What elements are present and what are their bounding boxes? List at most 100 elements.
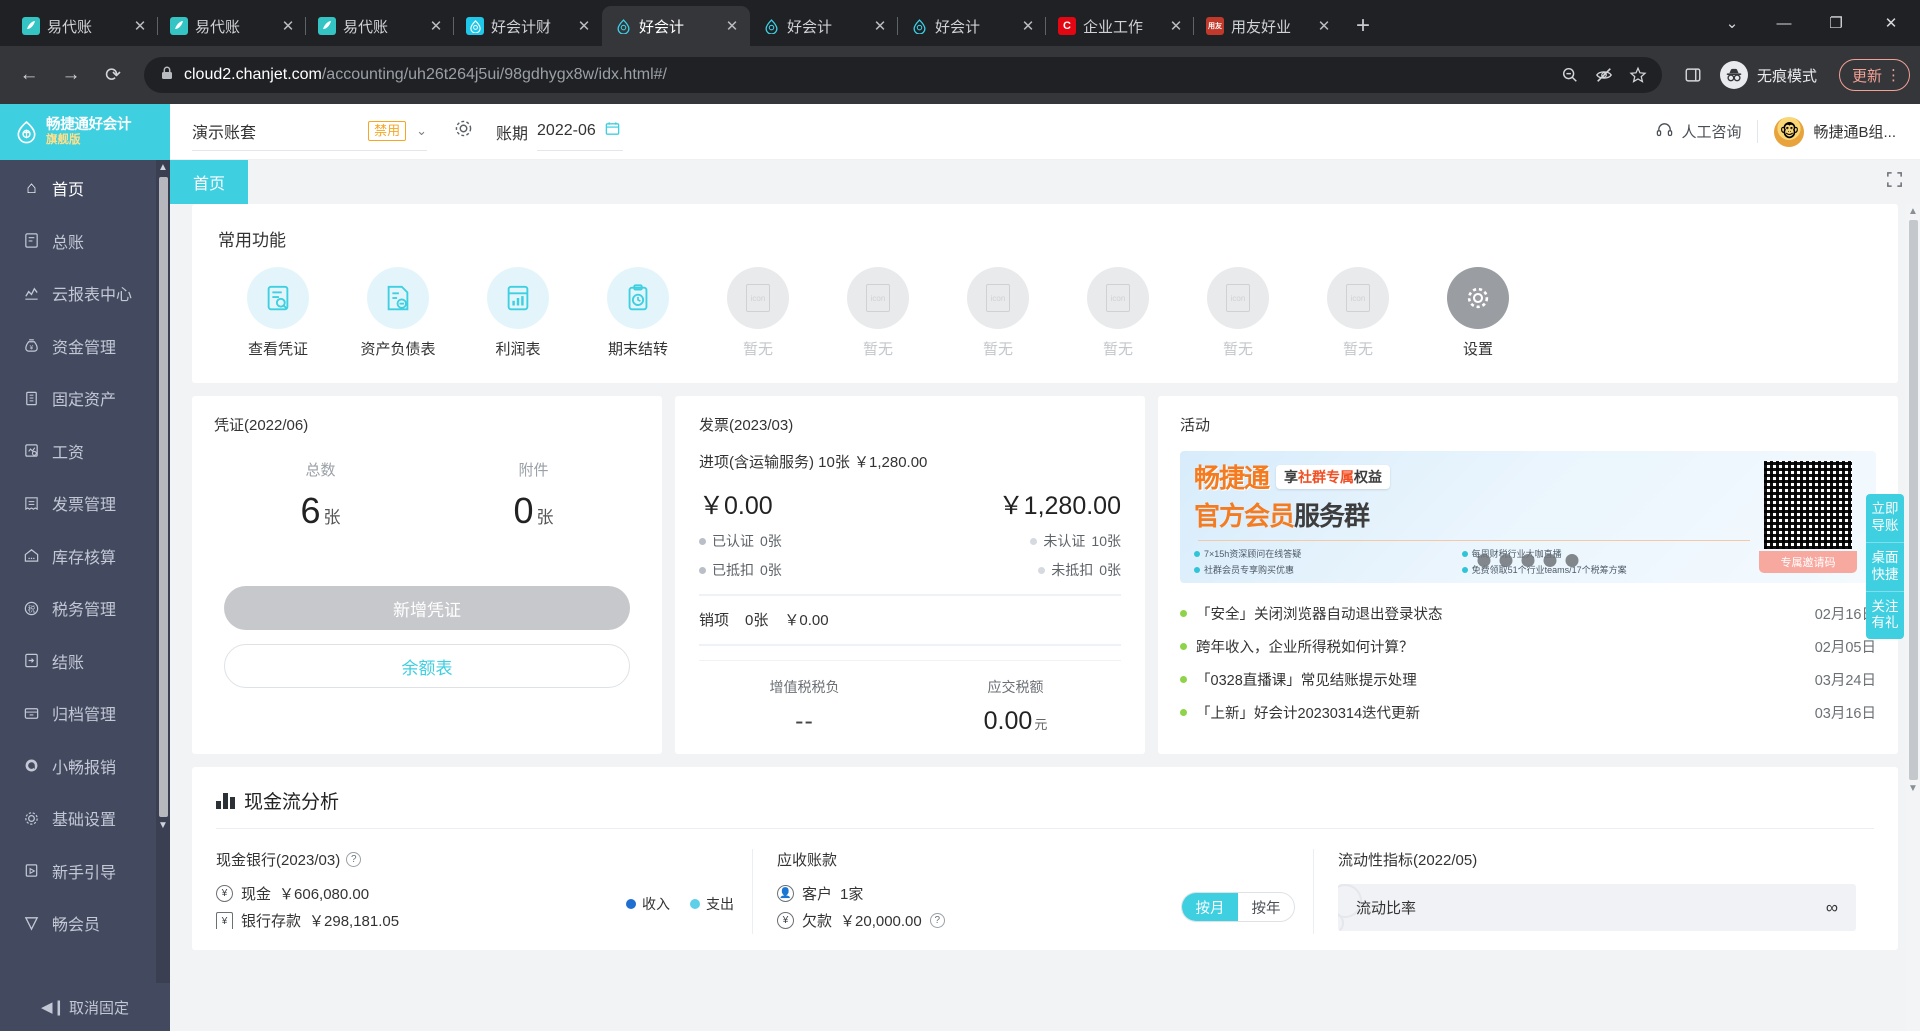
sidebar-item-vip[interactable]: 畅会员 — [0, 897, 170, 950]
calendar-icon[interactable] — [604, 120, 621, 142]
browser-tab[interactable]: 易代账 ✕ — [10, 6, 158, 46]
update-button[interactable]: 更新 ⋮ — [1838, 59, 1910, 91]
cf-item-view-voucher[interactable]: 查看凭证 — [218, 267, 338, 359]
scroll-up-icon[interactable]: ▲ — [1908, 206, 1918, 217]
cf-item-empty[interactable]: icon 暂无 — [698, 267, 818, 359]
scroll-up-icon[interactable]: ▲ — [158, 162, 168, 173]
incognito-indicator[interactable]: 无痕模式 — [1716, 57, 1831, 93]
sidebar-item-tax[interactable]: 税 税务管理 — [0, 582, 170, 635]
address-bar[interactable]: cloud2.chanjet.com/accounting/uh26t264j5… — [144, 57, 1662, 93]
sidebar-item-reimburse[interactable]: 小畅报销 — [0, 740, 170, 793]
bookmark-star-icon[interactable] — [1622, 59, 1654, 91]
list-item[interactable]: 跨年收入，企业所得税如何计算？ 02月05日 — [1180, 630, 1876, 663]
close-icon[interactable]: ✕ — [577, 18, 591, 35]
cf-item-empty[interactable]: icon 暂无 — [818, 267, 938, 359]
toggle-option-year[interactable]: 按年 — [1251, 900, 1281, 917]
maximize-icon[interactable]: ❐ — [1829, 15, 1843, 32]
promo-banner[interactable]: 畅捷通 享社群专属权益 官方会员服务群 7×15h资深顾问在线答疑 每周财税行业… — [1180, 451, 1876, 583]
close-icon[interactable]: ✕ — [281, 18, 295, 35]
consult-button[interactable]: 人工咨询 — [1655, 120, 1759, 143]
side-panel-icon[interactable] — [1674, 56, 1712, 94]
sidebar-item-guide[interactable]: 新手引导 — [0, 845, 170, 898]
cf-item-empty[interactable]: icon 暂无 — [1298, 267, 1418, 359]
reload-icon[interactable]: ⟳ — [105, 64, 121, 86]
tab-list-icon[interactable]: ⌄ — [1725, 15, 1739, 32]
cf-item-empty[interactable]: icon 暂无 — [1058, 267, 1178, 359]
forward-icon[interactable]: → — [61, 64, 81, 85]
scroll-thumb[interactable] — [1908, 220, 1918, 780]
cf-item-settings[interactable]: 设置 — [1418, 267, 1538, 359]
close-icon[interactable]: ✕ — [133, 18, 147, 35]
list-item[interactable]: 「0328直播课」常见结账提示处理 03月24日 — [1180, 663, 1876, 696]
sidebar-item-cloud-report[interactable]: 云报表中心 — [0, 267, 170, 320]
zoom-out-icon[interactable] — [1554, 59, 1586, 91]
bullet-icon — [1180, 610, 1187, 617]
close-icon[interactable]: ✕ — [873, 18, 887, 35]
sidebar-item-closing[interactable]: 结账 — [0, 635, 170, 688]
unpin-sidebar-button[interactable]: ◀❙ 取消固定 — [0, 983, 170, 1031]
close-icon[interactable]: ✕ — [1317, 18, 1331, 35]
close-icon[interactable]: ✕ — [429, 18, 443, 35]
close-icon[interactable]: ✕ — [725, 18, 739, 35]
list-item[interactable]: 「上新」好会计20230314迭代更新 03月16日 — [1180, 696, 1876, 729]
sidebar-item-basic-settings[interactable]: 基础设置 — [0, 792, 170, 845]
rail-item-import[interactable]: 立即 导账 — [1866, 494, 1904, 543]
sidebar-item-invoice[interactable]: 发票管理 — [0, 477, 170, 530]
close-icon[interactable]: ✕ — [1021, 18, 1035, 35]
browser-tab[interactable]: 易代账 ✕ — [158, 6, 306, 46]
account-book-selector[interactable]: 演示账套 禁用 ⌄ — [192, 113, 427, 151]
cf-item-empty[interactable]: icon 暂无 — [938, 267, 1058, 359]
browser-tab-active[interactable]: 好会计 ✕ — [602, 6, 750, 46]
gear-icon[interactable] — [453, 118, 474, 145]
rail-item-follow[interactable]: 关注 有礼 — [1871, 598, 1899, 631]
tab-home[interactable]: 首页 — [170, 160, 248, 204]
back-icon[interactable]: ← — [19, 64, 39, 85]
sidebar-item-archive[interactable]: 归档管理 — [0, 687, 170, 740]
sidebar-item-ledger[interactable]: 总账 — [0, 215, 170, 268]
cf-item-profit-report[interactable]: 利润表 — [458, 267, 578, 359]
browser-tab[interactable]: 好会计财 ✕ — [454, 6, 602, 46]
minimize-icon[interactable]: — — [1776, 14, 1792, 32]
new-tab-button[interactable]: + — [1355, 12, 1370, 39]
sidebar-item-payroll[interactable]: 工资 — [0, 425, 170, 478]
cf-item-balance-sheet[interactable]: 资产负债表 — [338, 267, 458, 359]
carousel-dots[interactable] — [1477, 554, 1579, 567]
tab-label: 好会计 — [935, 18, 981, 36]
browser-tab[interactable]: 易代账 ✕ — [306, 6, 454, 46]
sidebar-item-home[interactable]: ⌂ 首页 — [0, 162, 170, 215]
period-toggle[interactable]: 按月 按年 — [1181, 892, 1295, 922]
list-item[interactable]: 「安全」关闭浏览器自动退出登录状态 02月16日 — [1180, 597, 1876, 630]
period-selector[interactable]: 账期 2022-06 — [496, 113, 623, 151]
question-icon[interactable]: ? — [929, 913, 945, 928]
sidebar-item-fund[interactable]: ¥ 资金管理 — [0, 320, 170, 373]
sidebar-scrollbar[interactable]: ▲ ▼ — [156, 160, 170, 983]
invoice-row: 已认证 0张 未认证 10张 — [699, 531, 1121, 551]
app-logo[interactable]: 畅捷通好会计 旗舰版 — [0, 104, 170, 160]
scroll-down-icon[interactable]: ▼ — [158, 820, 168, 831]
scroll-down-icon[interactable]: ▼ — [1908, 783, 1918, 794]
cf-item-empty[interactable]: icon 暂无 — [1178, 267, 1298, 359]
eye-off-icon[interactable] — [1588, 59, 1620, 91]
browser-tab[interactable]: 用友 用友好业 ✕ — [1194, 6, 1342, 46]
question-icon[interactable]: ? — [346, 852, 362, 867]
page-scrollbar[interactable]: ▲ ▼ — [1906, 204, 1920, 1031]
rail-item-desktop-shortcut[interactable]: 桌面 快捷 — [1866, 543, 1904, 592]
kebab-menu-icon[interactable]: ⋮ — [1886, 66, 1901, 84]
sidebar-item-fixed-assets[interactable]: 固定资产 — [0, 372, 170, 425]
scroll-thumb[interactable] — [158, 177, 168, 817]
cf-item-period-close[interactable]: 期末结转 — [578, 267, 698, 359]
balance-sheet-button[interactable]: 余额表 — [224, 644, 630, 688]
fullscreen-icon[interactable] — [1885, 170, 1904, 194]
browser-tab[interactable]: C 企业工作 ✕ — [1046, 6, 1194, 46]
cash-bank-title: 现金银行(2023/03) — [216, 852, 341, 869]
browser-tab[interactable]: 好会计 ✕ — [898, 6, 1046, 46]
browser-tab[interactable]: 好会计 ✕ — [750, 6, 898, 46]
toggle-option-month[interactable]: 按月 — [1182, 893, 1238, 921]
voucher-total-value: 6 — [300, 490, 321, 531]
close-icon[interactable]: ✕ — [1169, 18, 1183, 35]
close-window-icon[interactable]: ✕ — [1884, 15, 1898, 32]
user-menu[interactable]: 🐵 畅捷通B组... — [1758, 116, 1896, 147]
sidebar-item-inventory[interactable]: 库存核算 — [0, 530, 170, 583]
add-voucher-button[interactable]: 新增凭证 — [224, 586, 630, 630]
chevron-down-icon[interactable]: ⌄ — [416, 123, 427, 138]
